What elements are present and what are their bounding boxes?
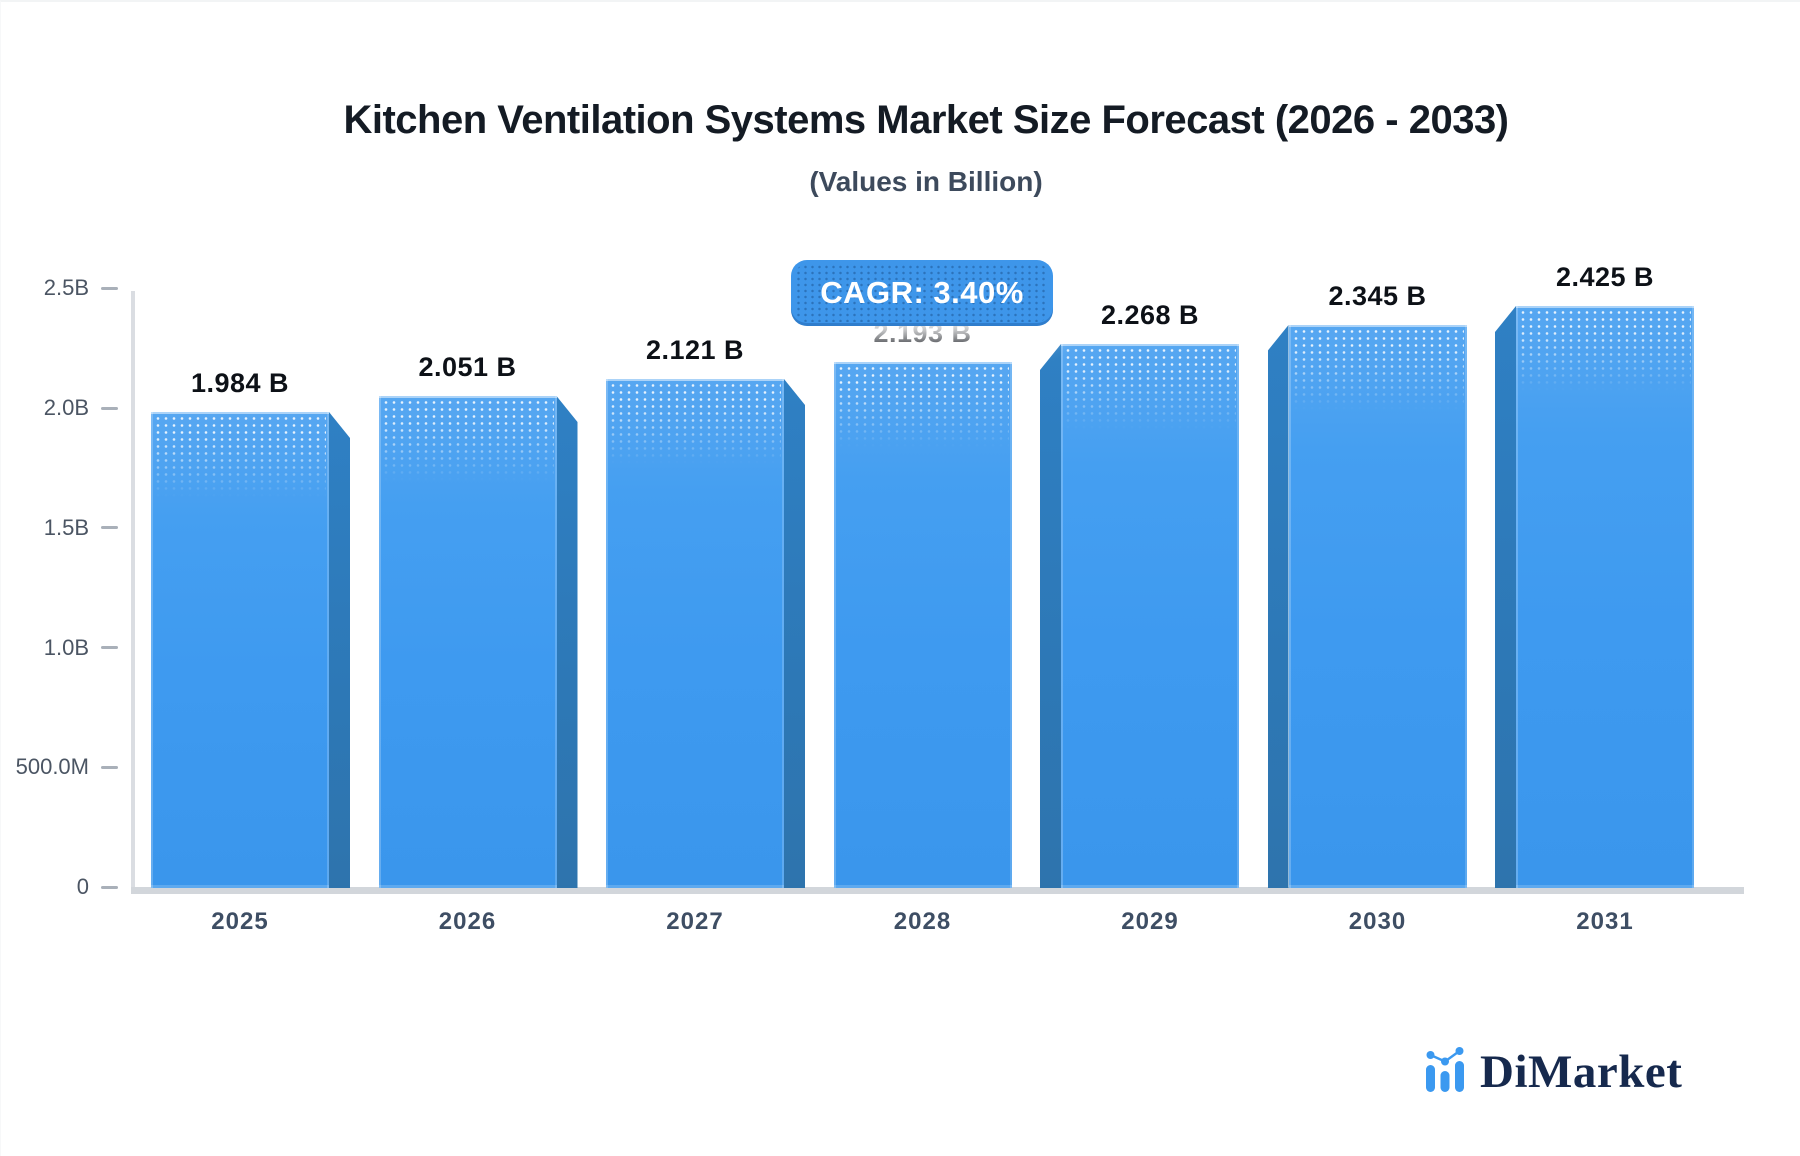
- brand-logo[interactable]: DiMarket: [1425, 1042, 1683, 1098]
- bar-2029[interactable]: [1040, 344, 1239, 888]
- bar-side-face: [784, 379, 805, 888]
- bar-2030[interactable]: [1267, 325, 1467, 888]
- bar-face: [1288, 325, 1467, 888]
- y-tick-mark: [101, 526, 118, 530]
- x-tick-label: 2027: [666, 908, 724, 935]
- y-tick-mark: [101, 646, 118, 649]
- bar-side-face: [556, 396, 578, 888]
- bar-side-face: [1040, 344, 1061, 888]
- x-tick-label: 2030: [1348, 908, 1407, 935]
- bar-face: [833, 362, 1012, 888]
- x-tick-label: 2031: [1576, 908, 1634, 935]
- y-tick-mark: [101, 286, 118, 290]
- chart-subtitle: (Values in Billion): [809, 166, 1043, 197]
- bar-side-face: [1267, 325, 1289, 888]
- bar-2026[interactable]: [378, 396, 578, 888]
- y-tick-mark: [101, 885, 118, 889]
- y-tick-label: 0: [76, 874, 89, 899]
- bar-2028[interactable]: [833, 362, 1012, 888]
- y-tick-mark: [101, 406, 118, 410]
- x-tick-label: 2026: [438, 908, 497, 935]
- bar-value-label: 1.984 B: [190, 368, 290, 398]
- bar-2027[interactable]: [606, 379, 805, 888]
- y-tick-label: 2.5B: [43, 275, 89, 301]
- cagr-badge-label: CAGR: 3.40%: [820, 275, 1024, 310]
- bar-side-face: [1495, 306, 1516, 888]
- y-tick-label: 1.0B: [43, 634, 89, 660]
- bar-value-label: 2.051 B: [418, 352, 517, 382]
- y-tick-label: 1.5B: [43, 514, 89, 540]
- bar-value-label: 2.268 B: [1100, 300, 1200, 330]
- bar-face: [1061, 344, 1239, 888]
- bar-face: [606, 379, 784, 888]
- chart-title: Kitchen Ventilation Systems Market Size …: [343, 98, 1509, 142]
- bar-value-label: 2.425 B: [1555, 262, 1655, 292]
- bar-side-face: [329, 412, 350, 888]
- y-tick-label: 2.0B: [43, 395, 89, 420]
- y-tick-mark: [101, 765, 118, 769]
- bar-face: [378, 396, 557, 888]
- x-tick-label: 2025: [211, 908, 269, 935]
- y-axis-line: [131, 291, 135, 887]
- x-tick-label: 2029: [1121, 908, 1179, 935]
- mini-bar-line-chart-icon: [1425, 1046, 1467, 1094]
- cagr-badge: CAGR: 3.40%: [791, 260, 1053, 326]
- bar-2031[interactable]: [1495, 306, 1694, 888]
- bar-face: [1516, 306, 1694, 888]
- bar-face: [151, 412, 329, 888]
- x-tick-label: 2028: [893, 908, 952, 935]
- brand-logo-text: DiMarket: [1480, 1046, 1683, 1098]
- x-axis-baseline: [131, 887, 1744, 894]
- bar-2025[interactable]: [151, 412, 350, 888]
- bar-value-label: 2.121 B: [645, 335, 745, 365]
- bar-value-label: 2.345 B: [1328, 281, 1427, 311]
- y-tick-label: 500.0M: [15, 754, 89, 780]
